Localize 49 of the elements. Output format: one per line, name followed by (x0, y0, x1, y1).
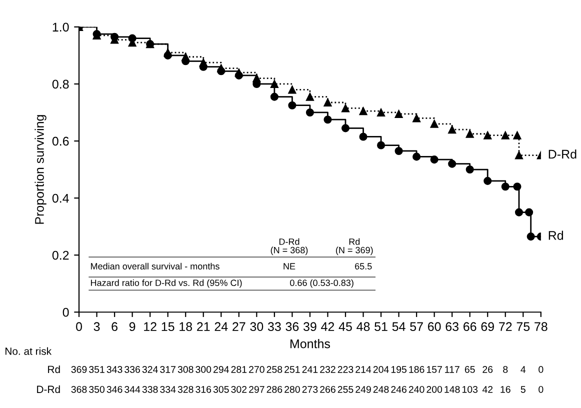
annotation: D-Rd (N = 368) (270, 238, 308, 256)
x-tick-label: 9 (129, 322, 136, 332)
x-tick-label: 39 (303, 322, 316, 332)
y-tick-label: 0.6 (52, 136, 69, 146)
series-label: D-Rd (548, 149, 576, 159)
y-tick-label: 0.2 (52, 250, 69, 260)
annotation: NE (284, 263, 296, 270)
x-tick-label: 72 (499, 322, 512, 331)
x-tick-label: 63 (446, 322, 458, 332)
x-tick-label: 24 (214, 322, 228, 331)
text: D-Rd (37, 385, 60, 394)
text: No. at risk (6, 347, 52, 355)
x-axis-title: Months (290, 339, 330, 348)
x-tick-label: 45 (338, 322, 352, 332)
x-tick-label: 54 (392, 322, 406, 332)
x-tick-label: 30 (250, 322, 264, 332)
x-tick-label: 12 (144, 322, 156, 331)
x-tick-label: 18 (180, 322, 192, 332)
y-tick-label: 1.0 (52, 22, 69, 32)
annotation: 0.66 (0.53-0.83) (290, 279, 354, 288)
x-tick-label: 36 (286, 322, 299, 332)
x-tick-label: 3 (94, 322, 100, 332)
x-tick-label: 21 (197, 322, 210, 331)
text: Rd (48, 365, 60, 374)
x-tick-label: 42 (321, 322, 334, 331)
x-tick-label: 33 (268, 322, 281, 332)
y-tick-label: 0.8 (52, 80, 69, 89)
x-tick-label: 69 (481, 322, 494, 332)
y-tick-label: 0 (62, 308, 69, 317)
annotation: Hazard ratio for D-Rd vs. Rd (95% CI) (91, 279, 242, 288)
x-tick-label: 6 (112, 322, 118, 332)
x-tick-label: 27 (232, 322, 246, 331)
series-label: Rd (548, 230, 564, 240)
x-tick-label: 78 (534, 322, 548, 332)
x-tick-label: 15 (162, 322, 174, 332)
annotation: Median overall survival - months (91, 262, 220, 270)
y-axis-title: Proportion surviving (34, 115, 46, 224)
text: 369 351 343 336 324 317 308 300 294 281 270 258 251 241 232 223 214 204 195 186 157 117 65 26 8 4 0 (71, 366, 544, 373)
x-tick-label: 0 (76, 322, 82, 332)
x-tick-label: 48 (356, 322, 370, 332)
x-tick-label: 75 (516, 322, 530, 332)
x-tick-label: 66 (464, 322, 476, 332)
annotation: Rd (N = 369) (336, 238, 373, 256)
text: 368 350 346 344 338 334 328 316 305 302 297 286 280 273 266 255 249 248 246 240 200 148 103 42 16 5 0 (71, 386, 544, 393)
x-tick-label: 60 (428, 322, 441, 332)
annotation: 65.5 (355, 263, 372, 270)
y-tick-label: 0.4 (52, 194, 69, 203)
x-tick-label: 51 (374, 322, 388, 332)
x-tick-label: 57 (410, 322, 423, 332)
